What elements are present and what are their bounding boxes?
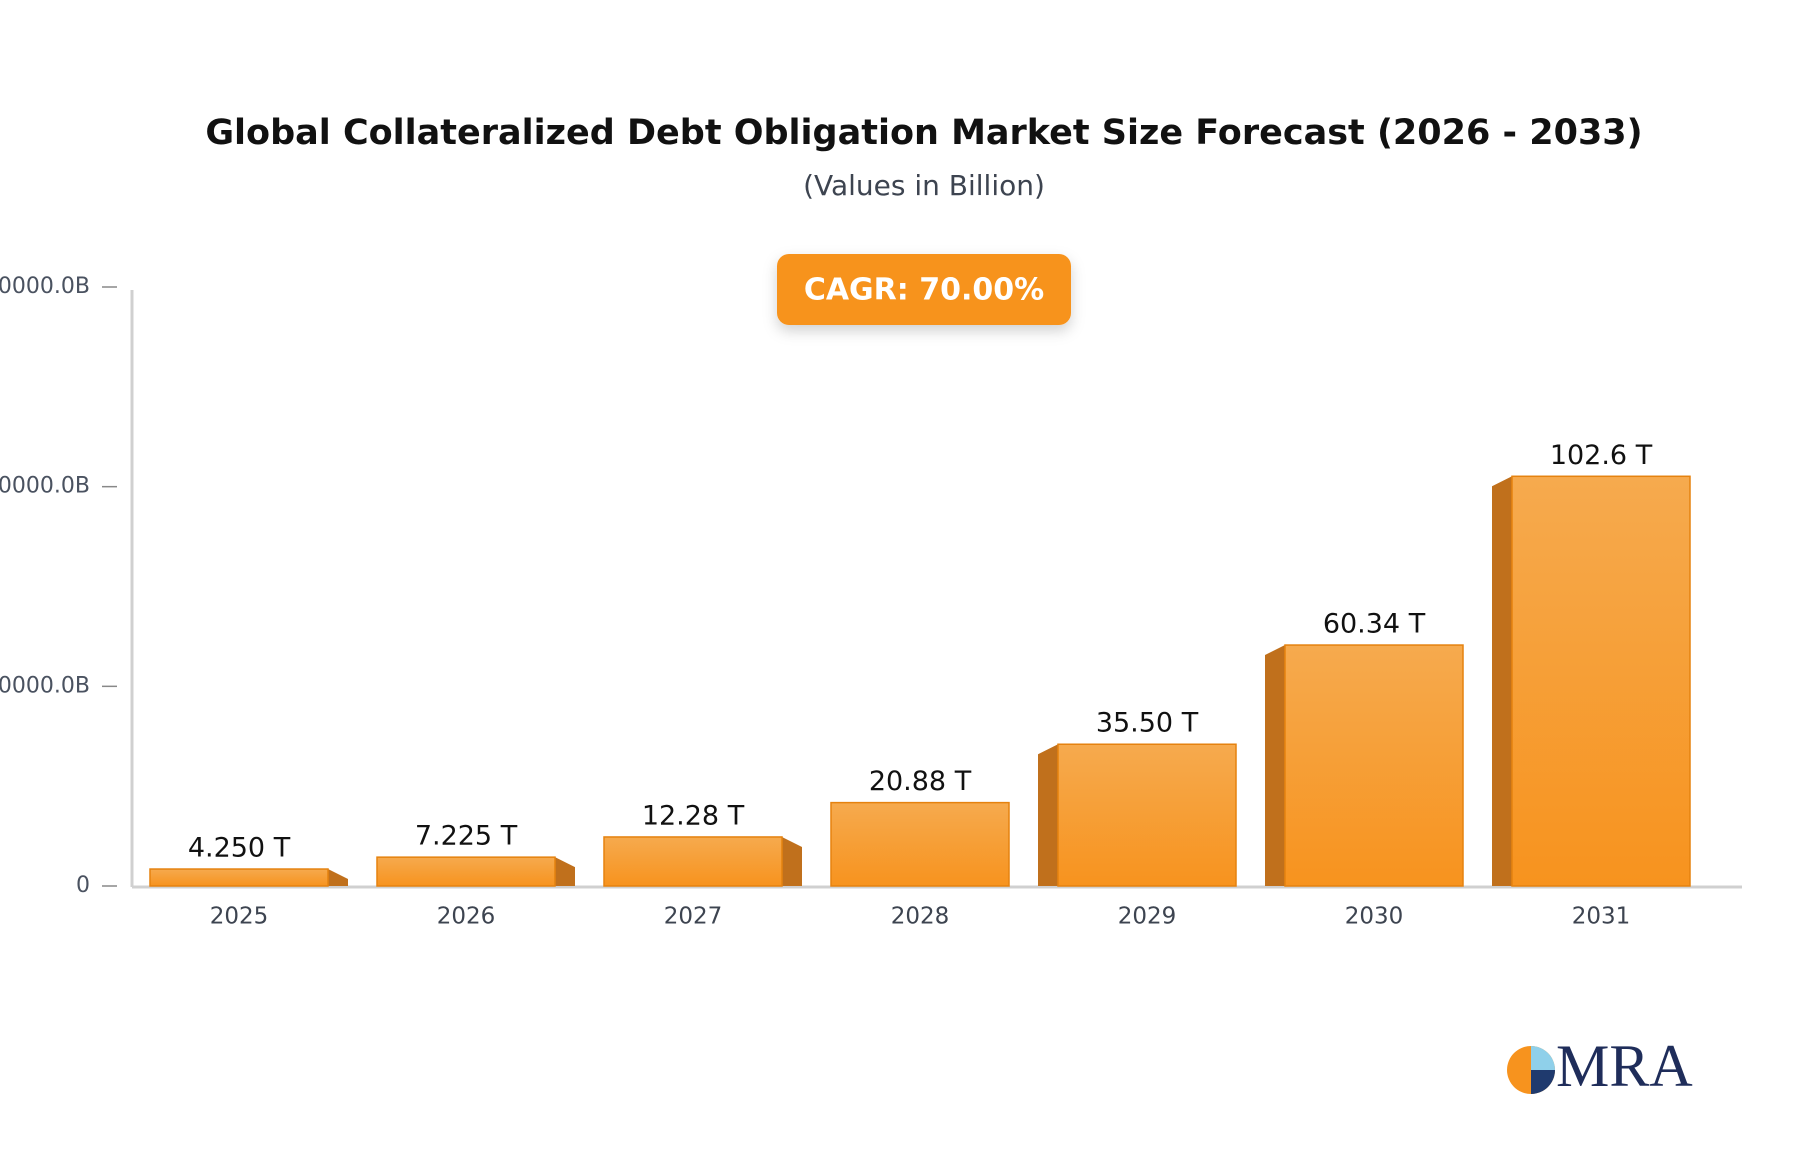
bar-side	[1038, 744, 1058, 886]
bar	[1511, 475, 1691, 887]
chart-title: Global Collateralized Debt Obligation Ma…	[205, 113, 1642, 153]
bar	[1284, 644, 1464, 887]
cagr-label: CAGR: 70.00%	[804, 273, 1044, 308]
logo: MRA	[1507, 1033, 1693, 1099]
x-tick-label: 2030	[1345, 904, 1404, 930]
x-tick-label: 2025	[210, 904, 269, 930]
cagr-badge	[777, 254, 1071, 325]
bar-side	[782, 836, 802, 886]
x-tick-label: 2028	[891, 904, 950, 930]
bar-side	[328, 869, 348, 886]
x-tick-label: 2029	[1118, 904, 1177, 930]
logo-icon	[1531, 1046, 1555, 1070]
value-label: 60.34 T	[1323, 609, 1426, 640]
value-label: 7.225 T	[415, 821, 518, 852]
x-tick-label: 2026	[437, 904, 496, 930]
bar	[830, 801, 1010, 887]
value-label: 12.28 T	[642, 800, 745, 831]
chart-subtitle: (Values in Billion)	[803, 169, 1045, 202]
bar-side	[1492, 476, 1512, 886]
bar	[376, 856, 556, 887]
bar	[149, 868, 329, 887]
logo-icon	[1531, 1070, 1555, 1094]
bar	[603, 836, 783, 887]
bar-side	[1265, 645, 1285, 886]
x-tick-label: 2027	[664, 904, 723, 930]
y-tick-label: 150000.0B	[0, 274, 90, 299]
bar-side	[555, 857, 575, 886]
value-label: 20.88 T	[869, 766, 972, 797]
value-label: 4.250 T	[188, 833, 291, 864]
y-tick-label: 50000.0B	[0, 673, 90, 698]
value-label: 35.50 T	[1096, 708, 1199, 739]
value-label: 102.6 T	[1550, 440, 1653, 471]
y-tick-label: 100000.0B	[0, 474, 90, 499]
y-tick-label: 0	[76, 873, 90, 898]
bar	[1057, 743, 1237, 887]
x-tick-label: 2031	[1572, 904, 1631, 930]
logo-text: MRA	[1556, 1033, 1693, 1099]
